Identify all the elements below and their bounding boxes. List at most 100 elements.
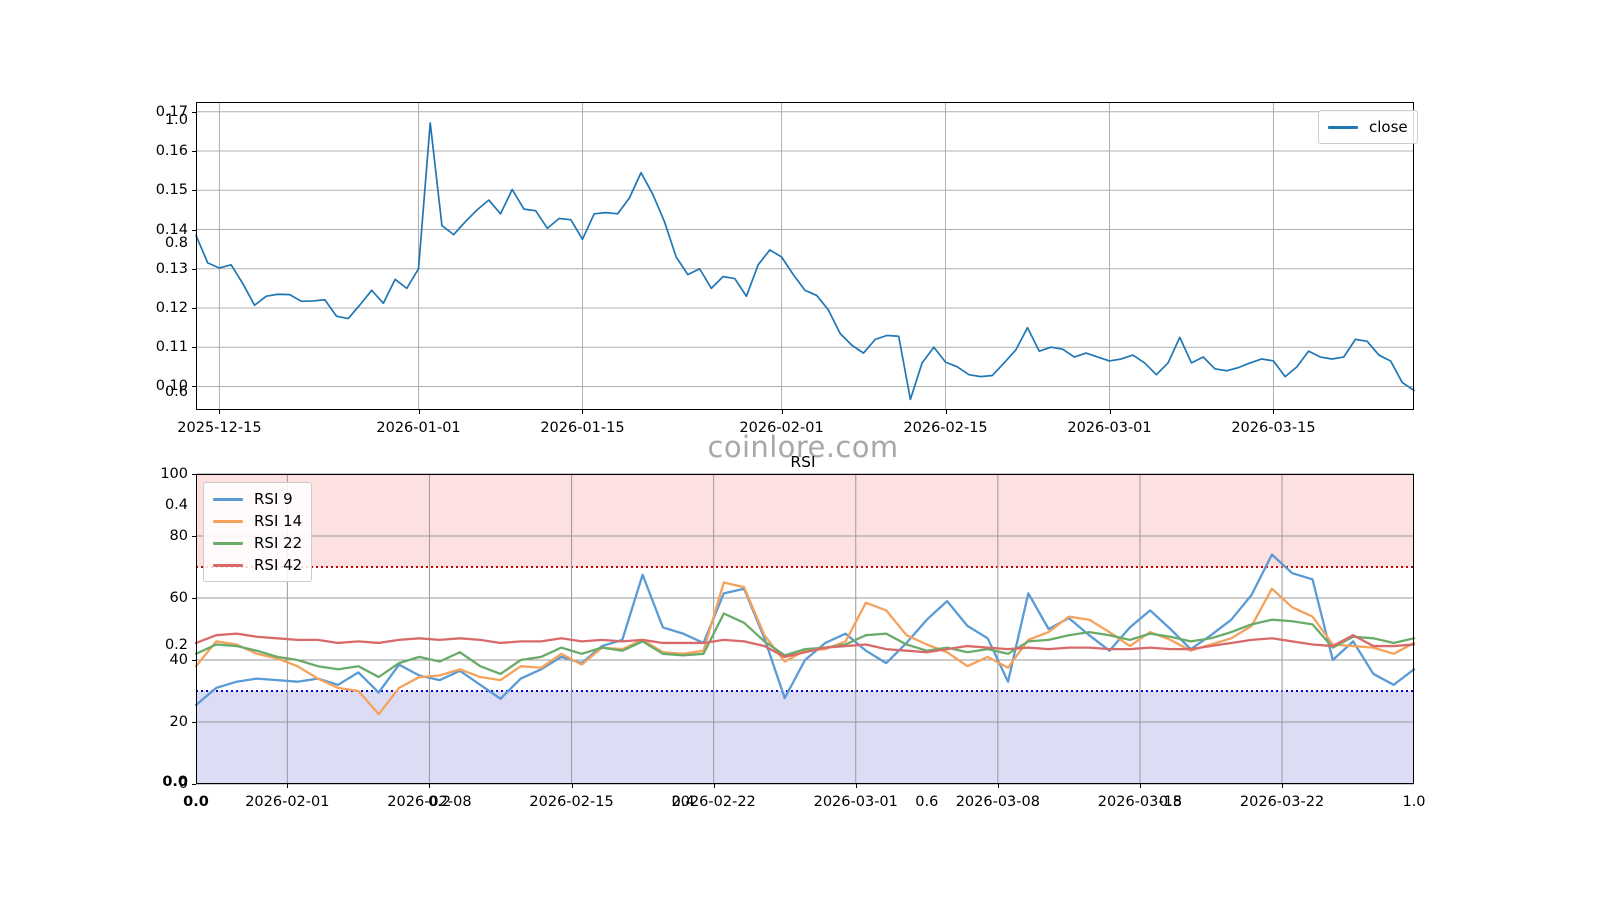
price-x-tick <box>781 410 783 414</box>
rsi-panel-title: RSI <box>790 453 816 471</box>
rsi-y-tick-label: 20 <box>169 714 188 730</box>
rsi-legend[interactable]: RSI 9 RSI 14 RSI 22 RSI 42 <box>203 482 313 582</box>
legend-color-swatch <box>213 519 243 523</box>
price-x-tick-label: 2026-01-15 <box>540 420 625 436</box>
rsi-x-tick-label: 2026-02-22 <box>671 794 756 810</box>
rsi-secondary-x-tick-label: 0.4 <box>671 794 695 810</box>
rsi-y-tick <box>192 660 196 661</box>
price-y-tick <box>192 347 196 349</box>
legend-label: RSI 9 <box>254 490 293 508</box>
rsi-line-rsi-9 <box>194 553 1416 707</box>
price-x-tick-label: 2026-02-01 <box>739 420 824 436</box>
rsi-x-tick-label: 2026-02-15 <box>529 794 614 810</box>
rsi-x-tick <box>855 784 857 788</box>
price-x-tick <box>1109 410 1111 414</box>
price-x-tick <box>582 410 584 414</box>
rsi-line-rsi-42 <box>194 632 1416 659</box>
rsi-x-tick <box>997 784 999 788</box>
rsi-y-tick-label: 0 <box>178 776 188 792</box>
rsi-secondary-y-tick-label: 0.4 <box>164 497 188 513</box>
rsi-y-tick-label: 100 <box>160 466 188 482</box>
price-secondary-y-tick-label: 1.0 <box>164 111 188 128</box>
price-y-tick <box>192 386 196 388</box>
rsi-secondary-x-tick-label: 1.0 <box>1402 794 1426 810</box>
price-x-tick-label: 2025-12-15 <box>177 420 262 436</box>
legend-label: close <box>1369 118 1408 136</box>
price-secondary-y-tick-label: 0.6 <box>164 384 188 401</box>
price-y-tick-label: 0.12 <box>155 299 188 316</box>
rsi-y-tick <box>192 474 196 475</box>
legend-color-swatch <box>213 541 243 545</box>
rsi-y-tick <box>192 722 196 723</box>
rsi-line-rsi-22 <box>194 612 1416 679</box>
price-plot-svg <box>195 102 1415 410</box>
price-y-tick <box>192 111 196 113</box>
price-y-tick <box>192 307 196 309</box>
rsi-secondary-y-tick-label: 0.2 <box>164 636 188 653</box>
price-y-tick-label: 0.15 <box>155 182 188 199</box>
rsi-line-rsi-14 <box>194 581 1416 716</box>
price-y-tick-label: 0.11 <box>155 339 188 356</box>
price-legend-item[interactable]: close <box>1328 116 1408 138</box>
price-y-tick-label: 0.16 <box>155 143 188 160</box>
rsi-legend-item[interactable]: RSI 9 <box>213 488 302 510</box>
price-x-tick-label: 2026-03-15 <box>1231 420 1316 436</box>
rsi-x-tick <box>429 784 431 788</box>
rsi-y-tick-label: 80 <box>169 528 188 544</box>
rsi-secondary-x-tick-label: 0.0 <box>183 794 209 810</box>
rsi-x-tick-label: 2026-03-15 <box>1097 794 1183 810</box>
price-y-tick <box>192 190 196 192</box>
price-secondary-y-tick-label: 0.8 <box>164 235 188 252</box>
rsi-x-tick <box>1139 784 1141 788</box>
rsi-legend-item[interactable]: RSI 22 <box>213 532 302 554</box>
price-x-tick <box>945 410 947 414</box>
legend-color-swatch <box>213 497 243 501</box>
watermark-coinlore: coinlore.com <box>707 430 899 464</box>
price-x-tick-label: 2026-03-01 <box>1067 420 1152 436</box>
rsi-x-tick <box>571 784 573 788</box>
price-x-tick <box>219 410 221 414</box>
price-y-tick-label: 0.17 <box>155 103 188 120</box>
rsi-x-tick <box>287 784 289 788</box>
price-y-tick <box>192 151 196 153</box>
price-y-tick-label: 0.13 <box>155 260 188 277</box>
rsi-y-tick <box>192 536 196 537</box>
legend-color-swatch <box>1328 125 1358 129</box>
rsi-y-tick-label: 60 <box>169 590 188 606</box>
rsi-x-tick-label: 2026-03-22 <box>1239 794 1325 810</box>
price-close-line <box>195 121 1415 401</box>
rsi-oversold-band <box>196 691 1414 784</box>
rsi-secondary-x-tick-label: 0.2 <box>428 794 452 810</box>
price-legend[interactable]: close <box>1318 110 1418 144</box>
rsi-legend-item[interactable]: RSI 42 <box>213 554 302 576</box>
rsi-x-tick-label: 2026-02-01 <box>245 794 330 810</box>
price-y-tick-label: 0.14 <box>155 221 188 238</box>
rsi-y-tick <box>192 784 196 785</box>
rsi-y-tick-label: 40 <box>169 652 188 668</box>
rsi-chart-panel <box>194 473 1416 785</box>
rsi-x-tick-label: 2026-03-01 <box>813 794 898 810</box>
rsi-x-tick-label: 2026-02-08 <box>387 794 472 810</box>
price-x-tick <box>1273 410 1275 414</box>
rsi-secondary-y-tick-label: 0.0 <box>162 774 188 791</box>
rsi-plot-svg <box>194 473 1416 785</box>
price-x-tick <box>418 410 420 414</box>
price-y-tick-label: 0.10 <box>155 378 188 395</box>
price-x-tick-label: 2026-02-15 <box>903 420 988 436</box>
price-y-tick <box>192 229 196 231</box>
rsi-y-tick <box>192 598 196 599</box>
legend-color-swatch <box>213 563 243 567</box>
rsi-secondary-x-tick-label: 0.6 <box>915 794 939 810</box>
rsi-x-tick <box>713 784 715 788</box>
price-y-tick <box>192 268 196 270</box>
rsi-overbought-band <box>196 474 1414 567</box>
legend-label: RSI 22 <box>254 534 303 552</box>
legend-label: RSI 42 <box>254 556 303 574</box>
rsi-secondary-x-tick-label: 0.8 <box>1158 794 1182 810</box>
rsi-legend-item[interactable]: RSI 14 <box>213 510 302 532</box>
rsi-x-tick-label: 2026-03-08 <box>955 794 1040 810</box>
price-x-tick-label: 2026-01-01 <box>376 420 461 436</box>
price-chart-panel <box>195 102 1415 410</box>
rsi-x-tick <box>1282 784 1284 788</box>
